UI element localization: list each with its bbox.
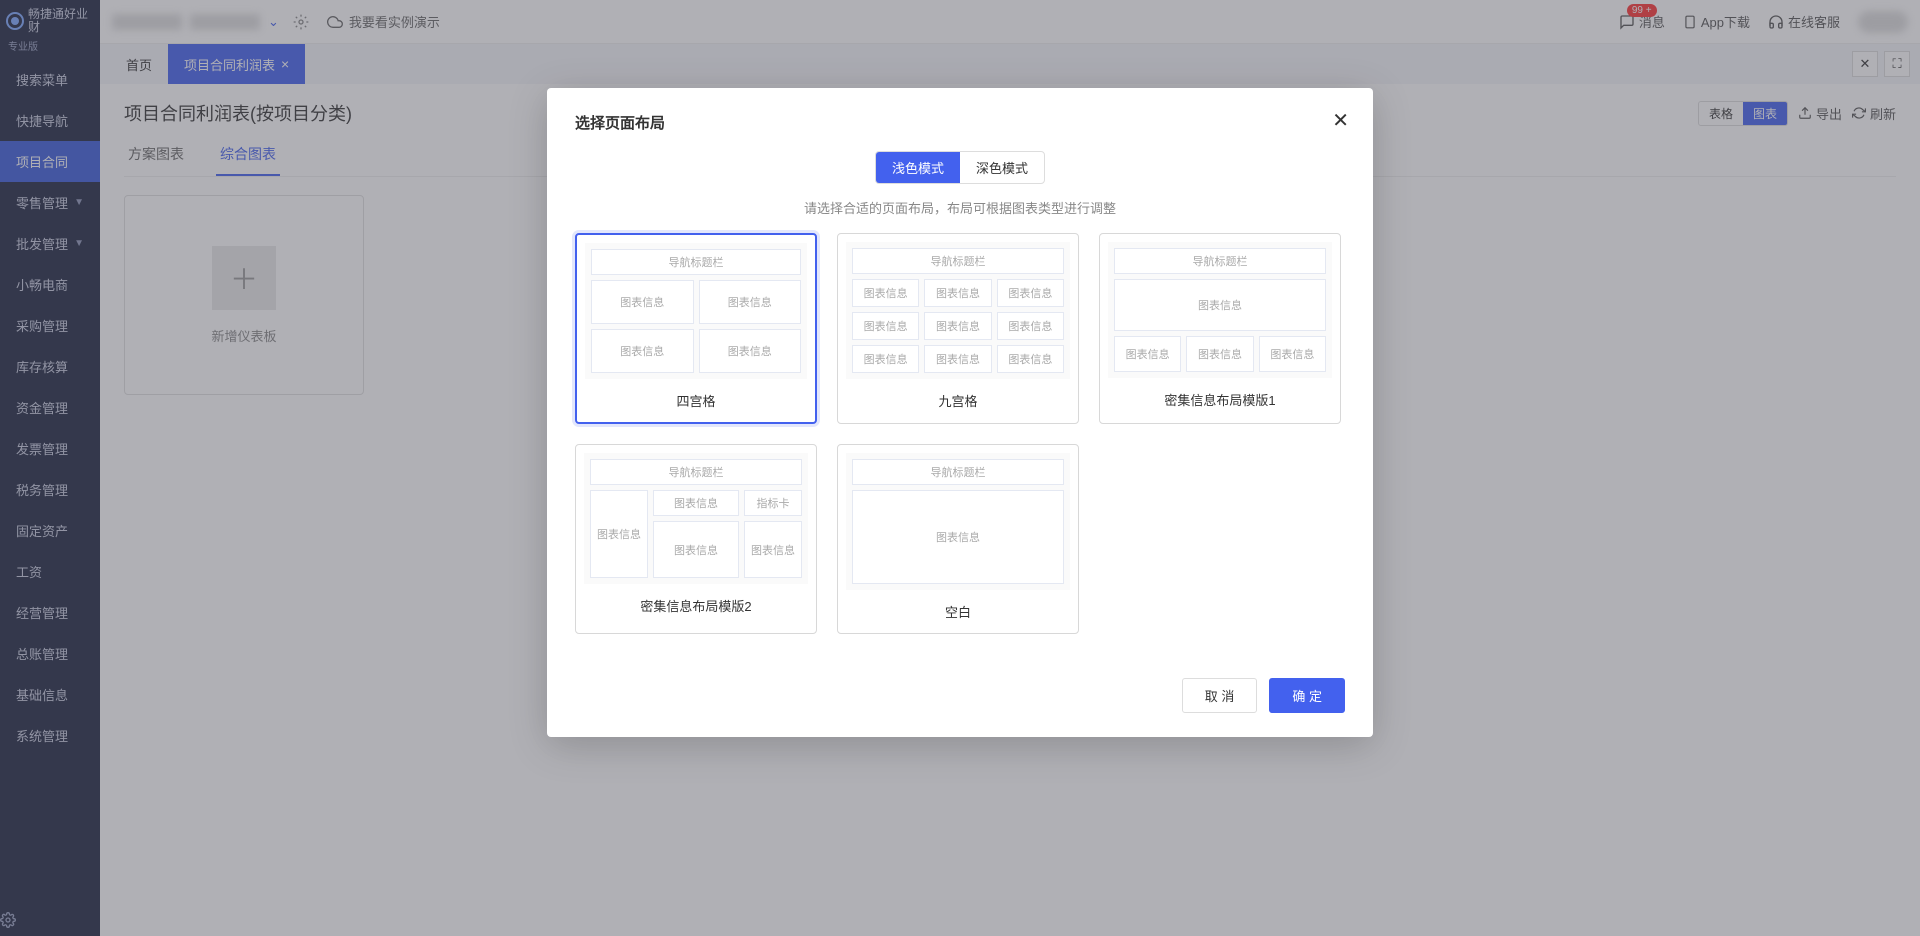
layout-option-9grid[interactable]: 导航标题栏 图表信息 图表信息 图表信息 图表信息 图表信息 图表信息 图表信息… [837, 233, 1079, 424]
confirm-button[interactable]: 确 定 [1269, 678, 1345, 713]
layout-option-4grid[interactable]: 导航标题栏 图表信息 图表信息 图表信息 图表信息 四宫格 [575, 233, 817, 424]
dialog-hint: 请选择合适的页面布局，布局可根据图表类型进行调整 [575, 198, 1345, 217]
dialog-close-button[interactable]: ✕ [1332, 108, 1349, 133]
cancel-button[interactable]: 取 消 [1182, 678, 1258, 713]
mode-dark-button[interactable]: 深色模式 [960, 152, 1044, 183]
layout-option-dense2[interactable]: 导航标题栏 图表信息 图表信息 指标卡 图表信息 图表信息 密集信息布局模版2 [575, 444, 817, 634]
color-mode-toggle: 浅色模式 深色模式 [875, 151, 1045, 184]
dialog-title: 选择页面布局 [575, 112, 1345, 133]
layout-option-dense1[interactable]: 导航标题栏 图表信息 图表信息 图表信息 图表信息 密集信息布局模版1 [1099, 233, 1341, 424]
modal-overlay: 选择页面布局 ✕ 浅色模式 深色模式 请选择合适的页面布局，布局可根据图表类型进… [0, 0, 1920, 936]
mode-light-button[interactable]: 浅色模式 [876, 152, 960, 183]
layout-option-blank[interactable]: 导航标题栏 图表信息 空白 [837, 444, 1079, 634]
layout-dialog: 选择页面布局 ✕ 浅色模式 深色模式 请选择合适的页面布局，布局可根据图表类型进… [547, 88, 1373, 737]
